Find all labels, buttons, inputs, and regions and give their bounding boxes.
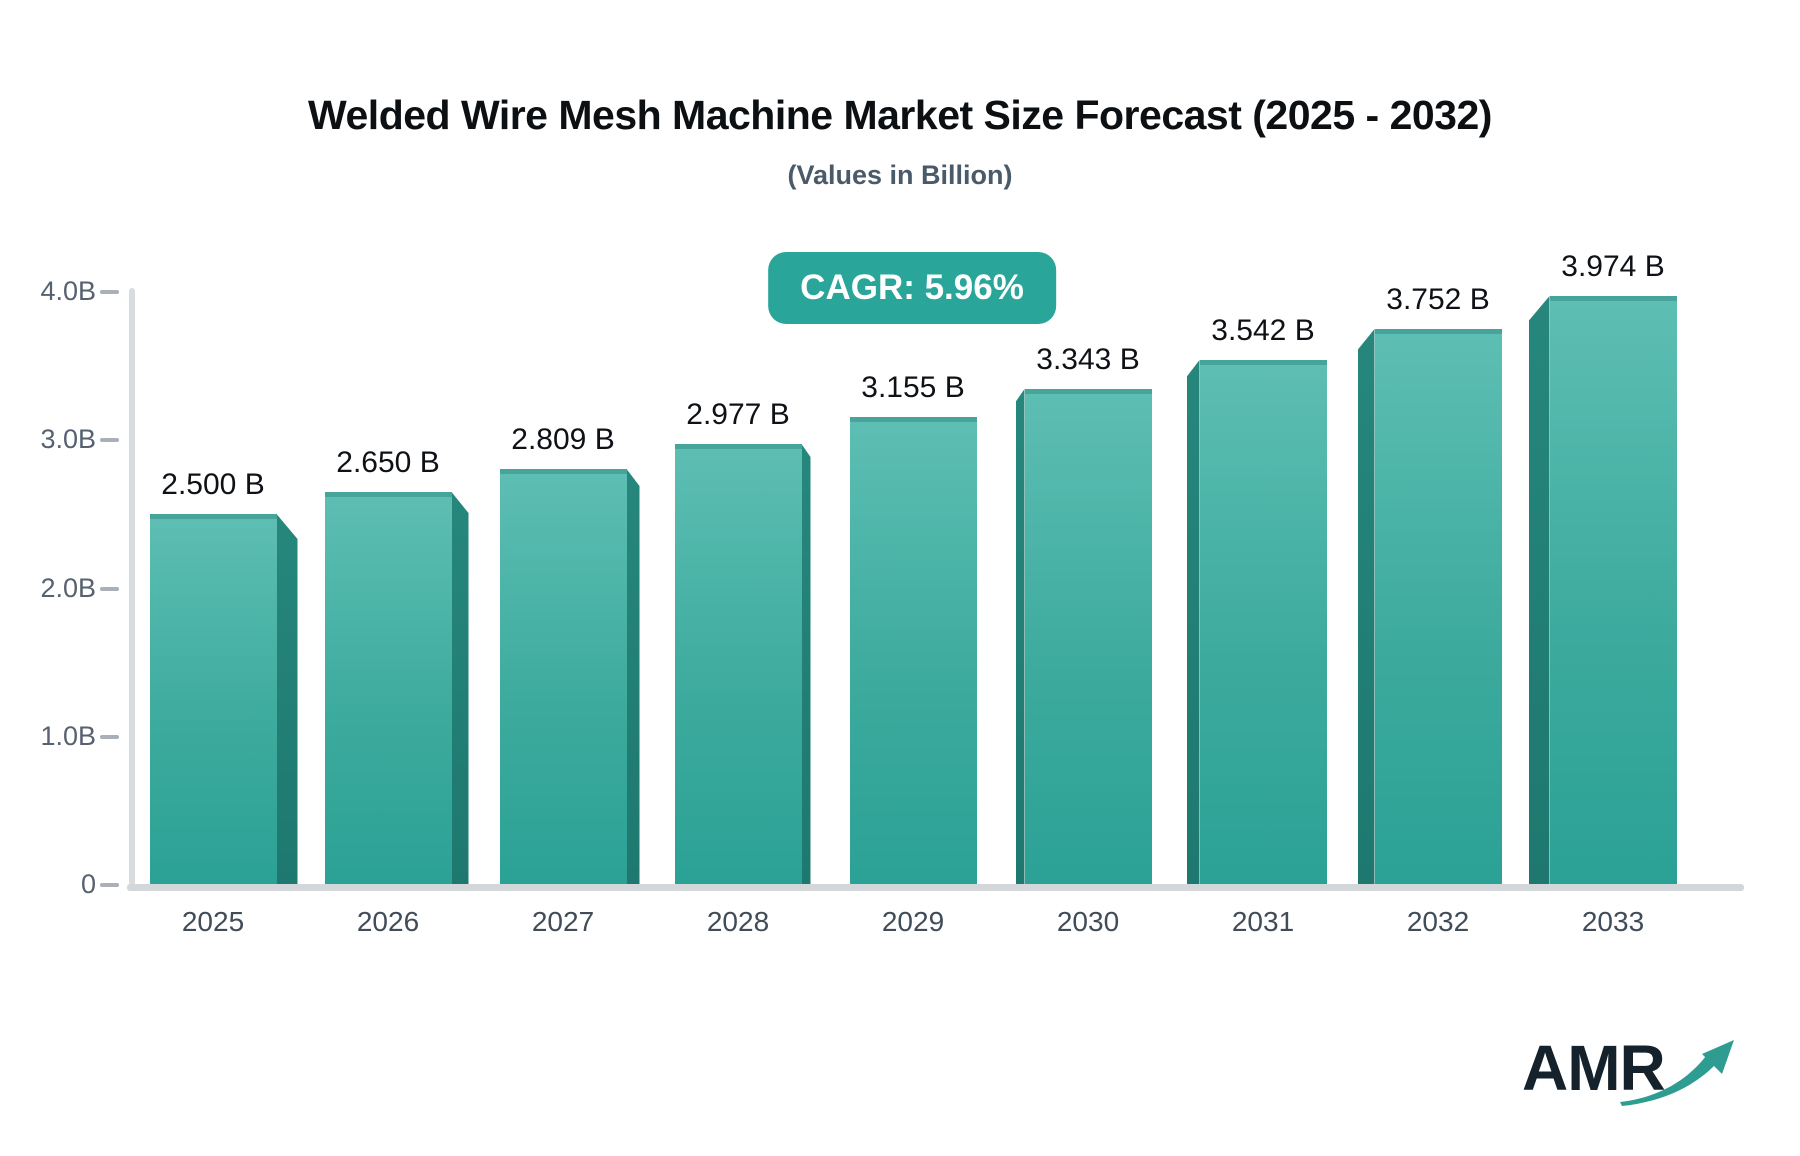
y-tick-mark [100, 734, 119, 739]
chart-subtitle: (Values in Billion) [787, 160, 1013, 190]
x-axis-label-2025: 2025 [181, 906, 245, 937]
bar-value-label: 2.809 B [511, 423, 615, 456]
bar-2032 [1374, 329, 1502, 886]
bar-value-label: 3.343 B [1036, 343, 1140, 376]
cagr-badge: CAGR: 5.96% [768, 252, 1056, 324]
x-axis-label-2033: 2033 [1581, 906, 1645, 937]
x-axis-label-2031: 2031 [1231, 906, 1295, 937]
bar-value-label: 3.542 B [1211, 314, 1315, 347]
x-axis-label-2026: 2026 [356, 906, 420, 937]
bar-side-face [801, 444, 811, 886]
bar-side-face [1015, 389, 1025, 886]
y-tick-label: 1.0B [40, 720, 96, 751]
bar-2025 [149, 514, 277, 886]
x-axis-label-2032: 2032 [1406, 906, 1470, 937]
bar-2030 [1024, 389, 1152, 886]
y-tick-label: 0 [80, 869, 96, 899]
bar-2033 [1549, 296, 1677, 886]
amr-logo-text: AMR [1522, 1032, 1666, 1104]
y-axis-line [129, 288, 135, 891]
bar-value-label: 2.650 B [336, 446, 440, 479]
bar-value-label: 2.977 B [686, 398, 790, 431]
bar-2027 [499, 469, 627, 886]
bar-value-label: 2.500 B [161, 468, 265, 501]
bar-side-face [1357, 329, 1375, 886]
bar-2031 [1199, 360, 1327, 886]
bar-side-face [1186, 360, 1200, 886]
bar-side-face [626, 469, 640, 886]
x-axis-label-2029: 2029 [881, 906, 945, 937]
bar-value-label: 3.155 B [861, 371, 965, 404]
bar-2026 [324, 492, 452, 886]
x-axis-baseline [127, 884, 1744, 891]
y-tick-label: 3.0B [40, 424, 96, 455]
bar-side-face [276, 514, 298, 886]
bar-2029 [849, 417, 977, 886]
y-tick-label: 2.0B [40, 572, 96, 603]
y-tick-mark [100, 290, 119, 294]
bar-side-face [1528, 296, 1550, 886]
growth-arrow-icon [1620, 1040, 1734, 1106]
chart-title: Welded Wire Mesh Machine Market Size For… [308, 92, 1492, 138]
x-axis-label-2027: 2027 [531, 906, 595, 937]
amr-logo: AMR [1522, 1030, 1752, 1120]
bar-value-label: 3.974 B [1561, 250, 1665, 283]
x-axis-label-2028: 2028 [706, 906, 770, 937]
y-tick-mark [100, 438, 119, 443]
bar-value-label: 3.752 B [1386, 283, 1490, 316]
y-tick-label: 4.0B [40, 276, 96, 306]
x-axis-label-2030: 2030 [1056, 906, 1120, 937]
y-tick-mark [100, 586, 119, 591]
y-tick-mark [100, 883, 119, 887]
bar-side-face [451, 492, 469, 886]
bar-2028 [674, 444, 802, 886]
